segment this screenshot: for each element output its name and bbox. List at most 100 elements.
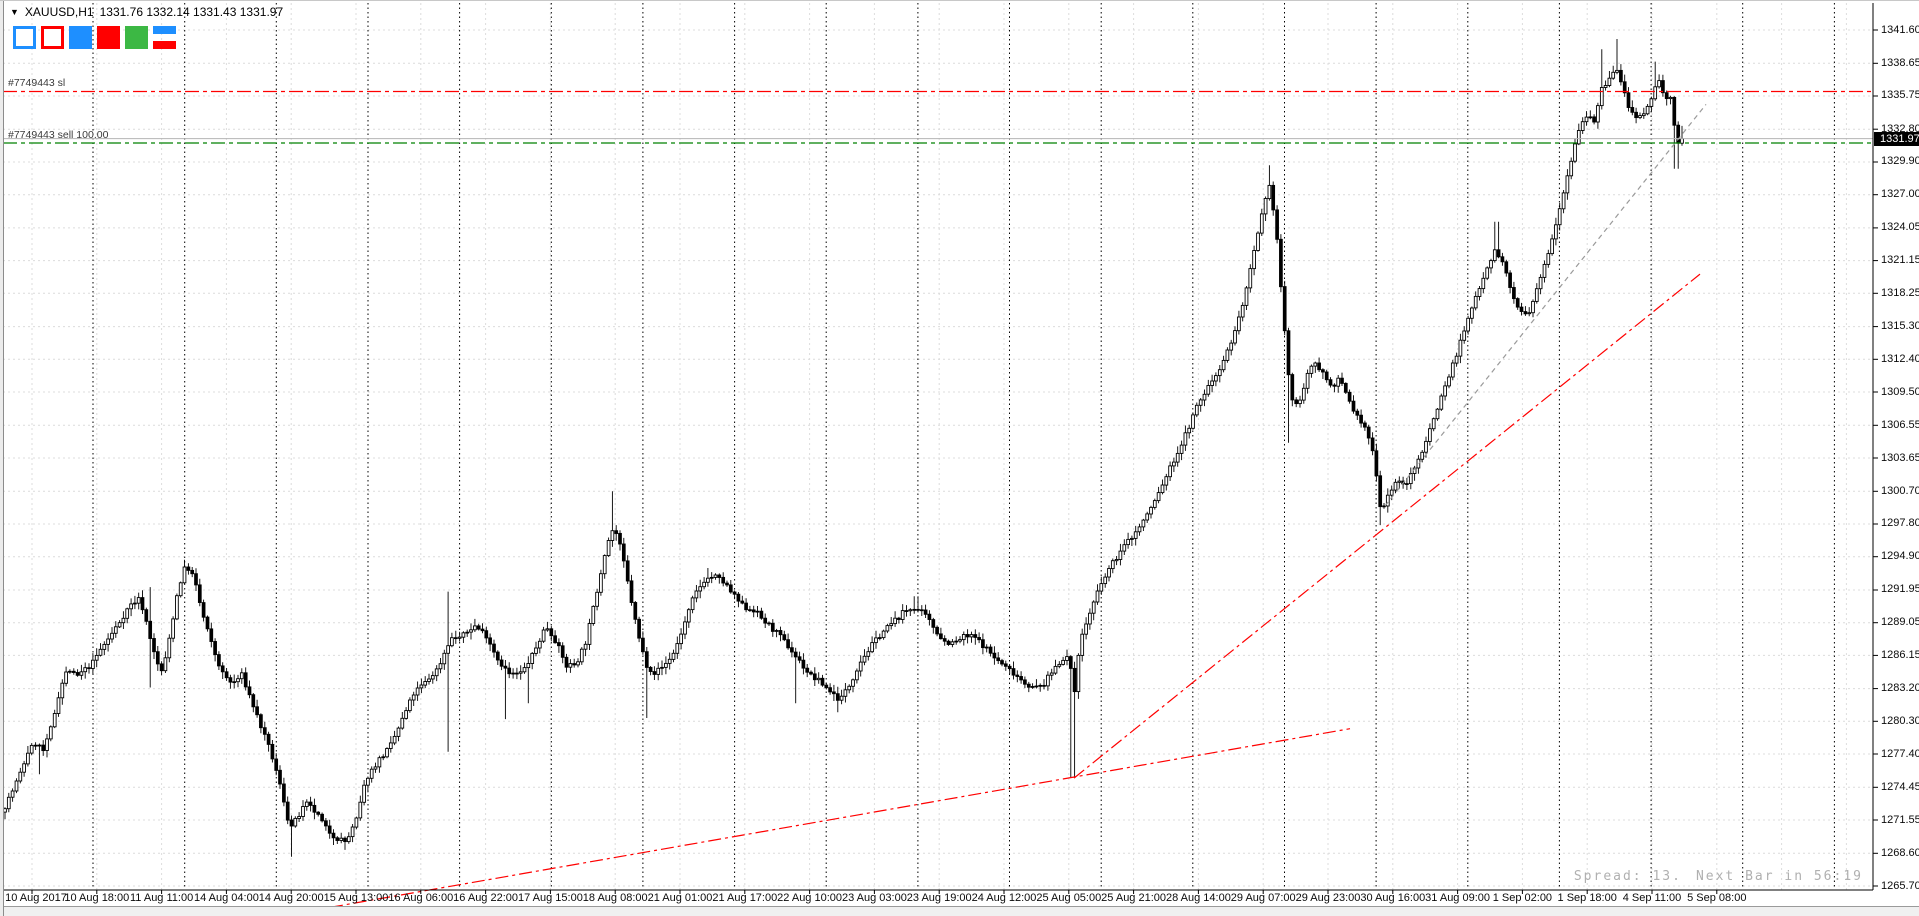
candle-body: [1237, 316, 1241, 332]
candle-body: [874, 637, 878, 644]
candle-body: [423, 681, 428, 686]
candle-body: [965, 634, 970, 638]
candle-body: [274, 758, 279, 771]
candle-body: [1534, 288, 1539, 302]
candle-body: [572, 663, 577, 666]
candle-body: [606, 540, 611, 557]
candle-body: [1393, 481, 1398, 491]
candle-body: [83, 667, 88, 673]
candle-body: [774, 630, 779, 632]
candle-body: [243, 672, 248, 688]
candle-body: [6, 796, 11, 810]
candle-body: [564, 656, 569, 668]
long-support-trendline[interactable]: [329, 728, 1351, 908]
gray-projection-trendline[interactable]: [1384, 104, 1707, 507]
candle-body: [996, 657, 1001, 662]
candle-body: [327, 825, 332, 834]
candle-body: [1588, 116, 1593, 119]
candle-body: [1592, 116, 1596, 123]
price-axis-label: 1286.15: [1881, 648, 1919, 661]
steep-support-trendline[interactable]: [1073, 273, 1701, 779]
candle-body: [79, 671, 84, 676]
candle-body: [201, 602, 206, 618]
candle-body: [683, 621, 687, 635]
candle-body: [824, 684, 829, 689]
candle-body: [159, 663, 164, 672]
candle-body: [1026, 683, 1031, 688]
time-axis[interactable]: 10 Aug 2017 10 Aug 18:00 11 Aug 11:00 14 Au…: [0, 891, 1919, 905]
candle-body: [224, 671, 229, 679]
candle-body: [927, 613, 932, 620]
time-axis-label: 14 Aug 20:00: [258, 892, 324, 904]
time-axis-label: 23 Aug 19:00: [906, 892, 972, 904]
candle-body: [75, 672, 80, 676]
candle-body: [335, 837, 340, 841]
candle-body: [362, 784, 366, 803]
candle-body: [602, 555, 607, 575]
candle-body: [1328, 379, 1333, 386]
candle-body: [1554, 224, 1558, 240]
candle-body: [1007, 665, 1012, 670]
price-axis[interactable]: 1331.97 1341.60 1338.65 1335.75 1332.80 1329…: [1874, 1, 1919, 892]
candle-body: [591, 605, 596, 624]
candle-body: [1550, 238, 1554, 255]
symbol-ohlc-values: 1331.76 1332.14 1331.43 1331.97: [99, 5, 284, 19]
candle-body: [1653, 86, 1658, 100]
window-left-border: [0, 1, 4, 916]
candle-body: [369, 768, 374, 779]
candle-body: [809, 671, 813, 675]
candle-body: [1324, 371, 1329, 381]
candle-body: [1576, 130, 1581, 145]
symbol-dropdown-icon[interactable]: ▼: [10, 6, 19, 17]
candle-body: [1072, 667, 1077, 693]
candle-body: [1095, 590, 1100, 603]
candle-body: [515, 672, 519, 675]
candle-body: [709, 576, 714, 579]
candle-body: [1615, 69, 1619, 73]
blue-filled-square-icon[interactable]: [69, 26, 92, 49]
candle-body: [297, 816, 301, 819]
candle-body: [721, 576, 726, 584]
candle-body: [702, 581, 706, 588]
candle-body: [419, 684, 424, 689]
candle-body: [354, 817, 359, 828]
candle-body: [732, 591, 737, 595]
candle-body: [182, 566, 187, 584]
red-outline-square-icon[interactable]: [41, 26, 64, 49]
candle-body: [1263, 198, 1268, 215]
candle-body: [60, 682, 65, 699]
candle-body: [71, 670, 76, 673]
blue-outline-square-icon[interactable]: [13, 26, 36, 49]
candle-body: [690, 597, 695, 611]
candle-body: [1508, 272, 1512, 288]
candle-body: [1622, 81, 1627, 94]
candle-body: [553, 635, 557, 644]
candle-body: [770, 622, 775, 632]
candle-body: [316, 811, 321, 815]
candle-body: [667, 658, 672, 664]
candle-body: [748, 609, 752, 612]
candle-body: [1638, 115, 1642, 119]
candle-body: [117, 622, 122, 628]
candle-body: [1450, 362, 1455, 378]
green-filled-square-icon[interactable]: [125, 26, 148, 49]
candle-body: [767, 622, 771, 625]
blue-red-bars-icon[interactable]: [153, 26, 176, 49]
candle-body: [1470, 307, 1474, 319]
time-axis-label: 29 Aug 07:00: [1230, 892, 1296, 904]
candle-body: [1504, 261, 1509, 274]
candle-body: [931, 619, 936, 628]
time-axis-label: 21 Aug 01:00: [647, 892, 713, 904]
candle-body: [916, 608, 920, 611]
candle-body: [1313, 362, 1318, 367]
candle-body: [125, 608, 130, 619]
candle-body: [52, 713, 57, 728]
candle-body: [488, 637, 492, 645]
price-axis-label: 1303.65: [1881, 451, 1919, 464]
red-filled-square-icon[interactable]: [97, 26, 120, 49]
time-axis-label: 10 Aug 2017: [5, 892, 67, 904]
candle-body: [381, 756, 386, 759]
candle-body: [786, 639, 790, 649]
